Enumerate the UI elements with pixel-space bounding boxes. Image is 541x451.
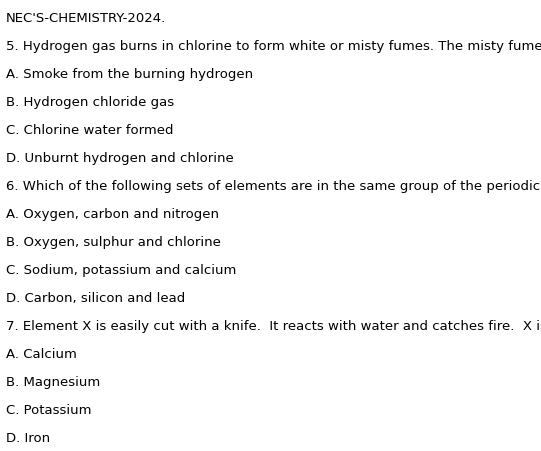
Text: B. Hydrogen chloride gas: B. Hydrogen chloride gas bbox=[6, 96, 174, 109]
Text: B. Magnesium: B. Magnesium bbox=[6, 376, 100, 389]
Text: C. Potassium: C. Potassium bbox=[6, 404, 91, 417]
Text: NEC'S-CHEMISTRY-2024.: NEC'S-CHEMISTRY-2024. bbox=[6, 12, 166, 25]
Text: A. Smoke from the burning hydrogen: A. Smoke from the burning hydrogen bbox=[6, 68, 253, 81]
Text: D. Iron: D. Iron bbox=[6, 432, 50, 445]
Text: B. Oxygen, sulphur and chlorine: B. Oxygen, sulphur and chlorine bbox=[6, 236, 221, 249]
Text: C. Chlorine water formed: C. Chlorine water formed bbox=[6, 124, 174, 137]
Text: A. Calcium: A. Calcium bbox=[6, 348, 77, 361]
Text: A. Oxygen, carbon and nitrogen: A. Oxygen, carbon and nitrogen bbox=[6, 208, 219, 221]
Text: 7. Element X is easily cut with a knife.  It reacts with water and catches fire.: 7. Element X is easily cut with a knife.… bbox=[6, 320, 541, 333]
Text: D. Unburnt hydrogen and chlorine: D. Unburnt hydrogen and chlorine bbox=[6, 152, 234, 165]
Text: 5. Hydrogen gas burns in chlorine to form white or misty fumes. The misty fumes : 5. Hydrogen gas burns in chlorine to for… bbox=[6, 40, 541, 53]
Text: D. Carbon, silicon and lead: D. Carbon, silicon and lead bbox=[6, 292, 185, 305]
Text: C. Sodium, potassium and calcium: C. Sodium, potassium and calcium bbox=[6, 264, 236, 277]
Text: 6. Which of the following sets of elements are in the same group of the periodic: 6. Which of the following sets of elemen… bbox=[6, 180, 541, 193]
